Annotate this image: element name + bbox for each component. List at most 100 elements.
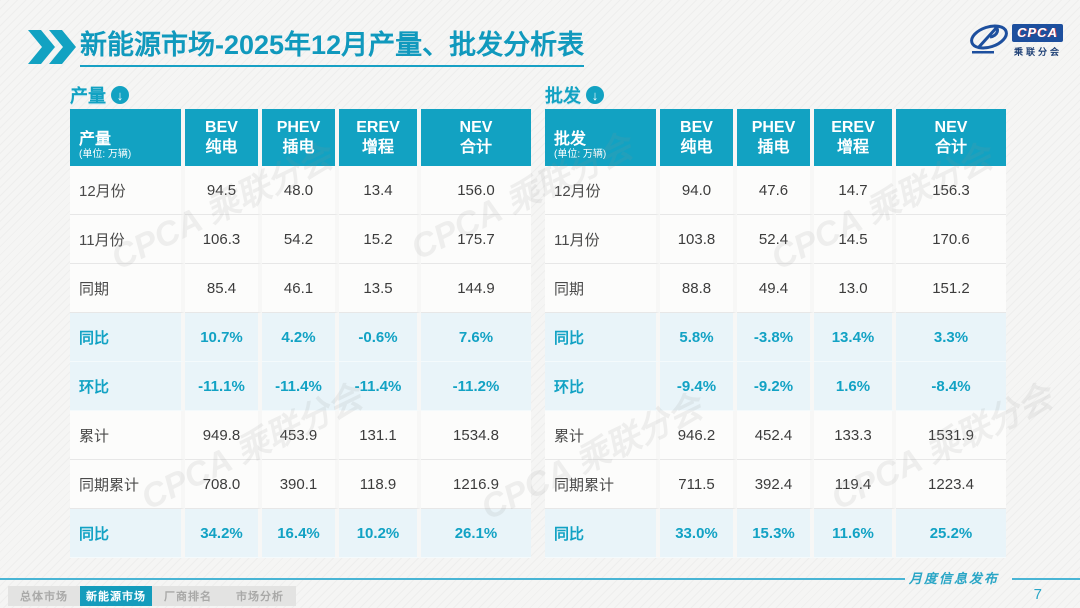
value-cell: 34.2% bbox=[185, 509, 262, 558]
value-cell: 94.5 bbox=[185, 166, 262, 215]
table-row: 11月份 103.8 52.4 14.5 170.6 bbox=[545, 215, 1006, 264]
production-section: 产量 ↓ 产量 (单位: 万辆) BEV 纯电 PHEV 插电 EREV 增程 NEV 合计 12… bbox=[70, 84, 531, 558]
value-cell: -11.1% bbox=[185, 362, 262, 411]
publication-label: 月度信息发布 bbox=[908, 571, 999, 586]
column-header-zh: 合计 bbox=[459, 138, 492, 156]
value-cell: 13.5 bbox=[339, 264, 421, 313]
value-cell: 1216.9 bbox=[421, 460, 531, 509]
double-chevron-icon bbox=[28, 30, 76, 64]
value-cell: 144.9 bbox=[421, 264, 531, 313]
value-cell: 118.9 bbox=[339, 460, 421, 509]
value-cell: 156.3 bbox=[896, 166, 1006, 215]
column-header-zh: 增程 bbox=[361, 138, 394, 156]
value-cell: 10.7% bbox=[185, 313, 262, 362]
cpca-logo: CPCA 乘联分会 bbox=[968, 20, 1064, 60]
value-cell: 1223.4 bbox=[896, 460, 1006, 509]
value-cell: 133.3 bbox=[814, 411, 896, 460]
value-cell: 392.4 bbox=[737, 460, 814, 509]
cpca-swoosh-icon bbox=[970, 24, 1008, 54]
column-header-en: EREV bbox=[831, 118, 875, 136]
column-header-en: PHEV bbox=[751, 118, 796, 136]
value-cell: 708.0 bbox=[185, 460, 262, 509]
wholesale-section-title: 批发 bbox=[545, 86, 581, 106]
value-cell: 85.4 bbox=[185, 264, 262, 313]
column-header-zh: 纯电 bbox=[680, 138, 713, 156]
value-cell: 175.7 bbox=[421, 215, 531, 264]
value-cell: 14.7 bbox=[814, 166, 896, 215]
table-corner-header: 批发 (单位: 万辆) bbox=[545, 109, 660, 166]
row-label: 同比 bbox=[545, 313, 660, 362]
value-cell: 1531.9 bbox=[896, 411, 1006, 460]
value-cell: 25.2% bbox=[896, 509, 1006, 558]
value-cell: 3.3% bbox=[896, 313, 1006, 362]
value-cell: 94.0 bbox=[660, 166, 737, 215]
row-label: 11月份 bbox=[545, 215, 660, 264]
row-label: 11月份 bbox=[70, 215, 185, 264]
value-cell: 13.4% bbox=[814, 313, 896, 362]
value-cell: 54.2 bbox=[262, 215, 339, 264]
tab-nev-market[interactable]: 新能源市场 bbox=[80, 586, 152, 606]
value-cell: 1.6% bbox=[814, 362, 896, 411]
column-header-zh: 插电 bbox=[757, 138, 790, 156]
row-label: 环比 bbox=[70, 362, 185, 411]
row-label: 同期 bbox=[70, 264, 185, 313]
value-cell: 16.4% bbox=[262, 509, 339, 558]
value-cell: 46.1 bbox=[262, 264, 339, 313]
value-cell: -11.2% bbox=[421, 362, 531, 411]
column-header-zh: 增程 bbox=[836, 138, 869, 156]
table-corner-header: 产量 (单位: 万辆) bbox=[70, 109, 185, 166]
value-cell: -8.4% bbox=[896, 362, 1006, 411]
column-header-en: BEV bbox=[205, 118, 238, 136]
value-cell: 5.8% bbox=[660, 313, 737, 362]
production-section-title: 产量 bbox=[70, 86, 106, 106]
tab-market-analysis[interactable]: 市场分析 bbox=[236, 591, 284, 603]
value-cell: 26.1% bbox=[421, 509, 531, 558]
footer-divider-right bbox=[1012, 578, 1080, 580]
value-cell: 15.3% bbox=[737, 509, 814, 558]
page-number: 7 bbox=[1033, 586, 1042, 603]
tab-oem-ranking[interactable]: 厂商排名 bbox=[164, 591, 212, 603]
wholesale-section: 批发 ↓ 批发 (单位: 万辆) BEV 纯电 PHEV 插电 EREV 增程 NEV 合计 12… bbox=[545, 84, 1006, 558]
value-cell: 49.4 bbox=[737, 264, 814, 313]
value-cell: 390.1 bbox=[262, 460, 339, 509]
table-row: 同期 88.8 49.4 13.0 151.2 bbox=[545, 264, 1006, 313]
cpca-logo-cn-text: 乘联分会 bbox=[1014, 47, 1063, 57]
column-header-en: EREV bbox=[356, 118, 400, 136]
value-cell: 156.0 bbox=[421, 166, 531, 215]
column-header: PHEV 插电 bbox=[262, 109, 339, 166]
row-label: 同比 bbox=[545, 509, 660, 558]
value-cell: 7.6% bbox=[421, 313, 531, 362]
down-arrow-icon: ↓ bbox=[111, 86, 129, 104]
column-header-en: NEV bbox=[459, 118, 493, 136]
value-cell: 14.5 bbox=[814, 215, 896, 264]
table-row: 12月份 94.0 47.6 14.7 156.3 bbox=[545, 166, 1006, 215]
production-section-header: 产量 ↓ bbox=[70, 84, 531, 106]
value-cell: 170.6 bbox=[896, 215, 1006, 264]
value-cell: -9.4% bbox=[660, 362, 737, 411]
bottom-tab-bar: 总体市场 新能源市场 厂商排名 市场分析 bbox=[8, 586, 296, 606]
table-row: 同期累计 711.5 392.4 119.4 1223.4 bbox=[545, 460, 1006, 509]
row-label: 累计 bbox=[70, 411, 185, 460]
column-header: PHEV 插电 bbox=[737, 109, 814, 166]
value-cell: -3.8% bbox=[737, 313, 814, 362]
wholesale-section-header: 批发 ↓ bbox=[545, 84, 1006, 106]
value-cell: 48.0 bbox=[262, 166, 339, 215]
row-label: 12月份 bbox=[545, 166, 660, 215]
value-cell: 119.4 bbox=[814, 460, 896, 509]
value-cell: 151.2 bbox=[896, 264, 1006, 313]
column-header: EREV 增程 bbox=[814, 109, 896, 166]
value-cell: 711.5 bbox=[660, 460, 737, 509]
tab-overall-market[interactable]: 总体市场 bbox=[20, 591, 68, 603]
column-header-en: PHEV bbox=[276, 118, 321, 136]
table-row: 同比 5.8% -3.8% 13.4% 3.3% bbox=[545, 313, 1006, 362]
row-label: 同比 bbox=[70, 509, 185, 558]
table-row: 同比 33.0% 15.3% 11.6% 25.2% bbox=[545, 509, 1006, 558]
value-cell: 47.6 bbox=[737, 166, 814, 215]
table-row: 12月份 94.5 48.0 13.4 156.0 bbox=[70, 166, 531, 215]
row-label: 同期累计 bbox=[545, 460, 660, 509]
value-cell: 13.0 bbox=[814, 264, 896, 313]
value-cell: -9.2% bbox=[737, 362, 814, 411]
value-cell: 103.8 bbox=[660, 215, 737, 264]
table-header-row: 产量 (单位: 万辆) BEV 纯电 PHEV 插电 EREV 增程 NEV 合计 bbox=[70, 109, 531, 166]
value-cell: -11.4% bbox=[262, 362, 339, 411]
